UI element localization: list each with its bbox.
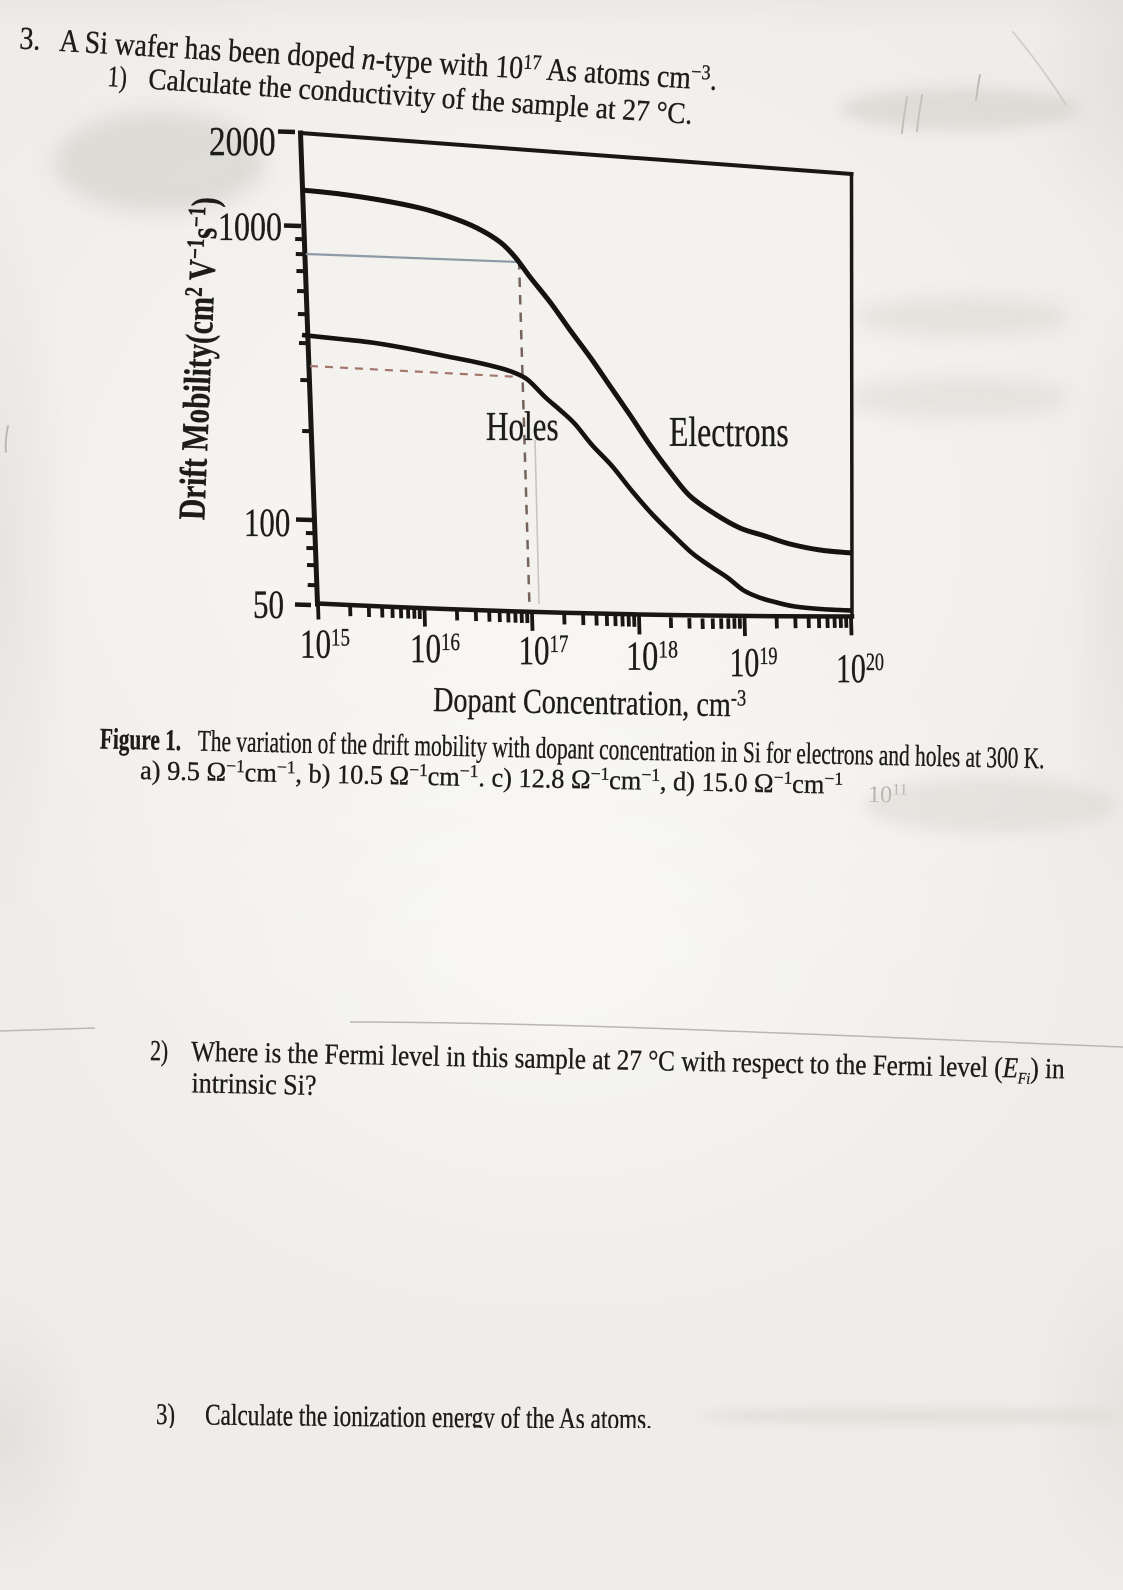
svg-text:50: 50	[253, 582, 284, 627]
svg-text:Figure 1.: Figure 1.	[100, 722, 182, 757]
svg-text:1018: 1018	[626, 633, 678, 679]
svg-text:1017: 1017	[519, 628, 569, 673]
svg-text:1015: 1015	[300, 621, 350, 666]
svg-text:intrinsic Si?: intrinsic Si?	[191, 1066, 317, 1101]
svg-text:Calculate the ionization energ: Calculate the ionization energy of the A…	[205, 1398, 652, 1428]
svg-text:Electrons: Electrons	[669, 410, 789, 456]
svg-text:1000: 1000	[218, 205, 282, 249]
svg-text:1016: 1016	[410, 626, 460, 671]
svg-text:Holes: Holes	[486, 404, 559, 449]
svg-text:100: 100	[244, 500, 290, 545]
svg-text:1020: 1020	[836, 645, 884, 691]
svg-text:1019: 1019	[730, 639, 778, 685]
svg-text:1): 1)	[107, 59, 129, 94]
svg-text:Where is the Fermi level in th: Where is the Fermi level in this sample …	[191, 1035, 1066, 1088]
svg-text:3): 3)	[156, 1397, 175, 1428]
svg-text:3.: 3.	[19, 20, 42, 57]
svg-text:Dopant Concentration, cm-3: Dopant Concentration, cm-3	[433, 679, 747, 724]
svg-text:2): 2)	[150, 1034, 169, 1067]
svg-text:2000: 2000	[209, 120, 276, 165]
